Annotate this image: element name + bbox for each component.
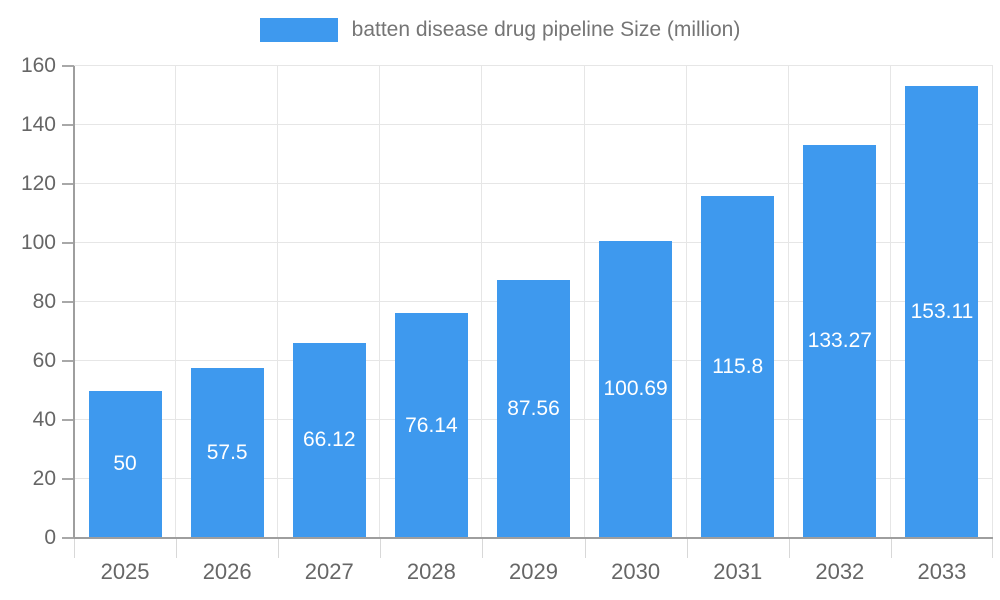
x-tick-label: 2029 [509, 559, 558, 584]
gridline-vertical [890, 66, 891, 538]
gridline-vertical [379, 66, 380, 538]
x-tick-label: 2026 [202, 559, 252, 584]
bar[interactable]: 100.69 [599, 240, 673, 538]
y-axis-tick [62, 360, 74, 362]
bar[interactable]: 153.11 [905, 86, 979, 538]
x-axis-tick [687, 538, 688, 558]
bar[interactable]: 57.5 [190, 368, 264, 538]
y-tick-label: 0 [44, 526, 56, 549]
y-tick-label: 60 [32, 349, 56, 372]
legend-item[interactable]: batten disease drug pipeline Size (milli… [259, 18, 741, 42]
y-tick-label: 40 [32, 408, 56, 431]
bar[interactable]: 115.8 [701, 196, 775, 538]
x-axis-tick [789, 538, 790, 558]
bar-value-label: 76.14 [405, 413, 458, 437]
legend-swatch-icon [259, 18, 338, 42]
y-tick-label: 120 [20, 172, 56, 195]
y-tick-label: 100 [20, 231, 56, 254]
x-axis-tick [176, 538, 177, 558]
y-axis-tick [62, 124, 74, 126]
bar-value-label: 57.5 [206, 441, 248, 465]
gridline-vertical [686, 66, 687, 538]
gridline-vertical [175, 66, 176, 538]
y-axis-tick [62, 301, 74, 303]
x-tick-label: 2028 [406, 559, 456, 584]
y-axis-line [73, 66, 75, 538]
gridline-vertical [277, 66, 278, 538]
x-axis-line [74, 537, 993, 539]
y-axis-tick [62, 183, 74, 185]
bar[interactable]: 50 [88, 390, 162, 538]
y-tick-label: 20 [32, 467, 56, 490]
bar[interactable]: 66.12 [292, 342, 366, 538]
gridline-vertical [788, 66, 789, 538]
bar-value-label: 133.27 [807, 329, 872, 353]
x-axis-tick [891, 538, 892, 558]
gridline-vertical [481, 66, 482, 538]
x-axis-tick [992, 538, 993, 558]
gridline-horizontal [74, 65, 993, 66]
bar-value-label: 115.8 [712, 355, 764, 379]
bar[interactable]: 133.27 [803, 144, 877, 538]
bar-value-label: 50 [113, 452, 137, 476]
bar[interactable]: 87.56 [497, 279, 570, 538]
gridline-horizontal [74, 242, 993, 243]
y-axis-tick [62, 65, 74, 67]
y-axis-tick [62, 478, 74, 480]
legend: batten disease drug pipeline Size (milli… [0, 18, 1000, 42]
gridline-horizontal [74, 183, 993, 184]
x-axis-tick [482, 538, 483, 558]
plot-area: 50 57.5 66.12 76.14 87.56 100.69 115.8 133.27 15… [74, 65, 993, 538]
x-tick-label: 2032 [815, 559, 865, 584]
bar-value-label: 153.11 [910, 300, 974, 324]
bar[interactable]: 76.14 [394, 313, 468, 538]
y-axis-tick [62, 242, 74, 244]
x-tick-label: 2033 [917, 559, 967, 584]
x-tick-label: 2027 [304, 559, 354, 584]
bar-value-label: 100.69 [603, 377, 668, 401]
x-tick-label: 2030 [611, 559, 661, 584]
y-tick-label: 140 [20, 113, 56, 136]
x-tick-label: 2025 [100, 559, 150, 584]
y-axis-tick [62, 419, 74, 421]
y-tick-label: 160 [20, 54, 56, 77]
y-tick-label: 80 [32, 290, 56, 313]
y-axis-tick [62, 537, 74, 539]
bar-value-label: 87.56 [507, 396, 560, 420]
x-axis-tick [74, 538, 75, 558]
gridline-vertical [992, 66, 993, 538]
gridline-vertical [584, 66, 585, 538]
x-axis-tick [585, 538, 586, 558]
x-tick-label: 2031 [713, 559, 763, 584]
legend-label: batten disease drug pipeline Size (milli… [351, 18, 741, 41]
bar-value-label: 66.12 [302, 428, 356, 452]
gridline-horizontal [74, 124, 993, 125]
x-axis-tick [380, 538, 381, 558]
x-axis-tick [278, 538, 279, 558]
